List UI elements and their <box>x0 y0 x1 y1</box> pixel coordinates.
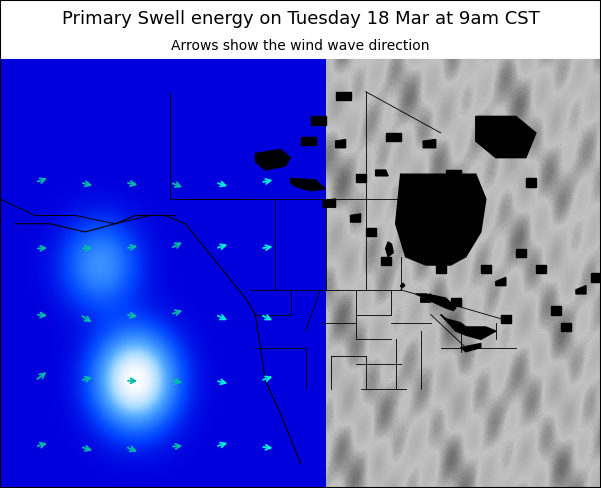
Polygon shape <box>386 242 393 257</box>
Polygon shape <box>406 224 416 232</box>
Polygon shape <box>416 294 456 310</box>
Polygon shape <box>365 228 376 236</box>
Polygon shape <box>446 170 461 178</box>
Polygon shape <box>335 92 350 100</box>
Polygon shape <box>395 174 486 265</box>
Polygon shape <box>255 149 290 170</box>
Polygon shape <box>386 133 401 141</box>
Polygon shape <box>561 323 571 331</box>
Polygon shape <box>496 277 506 285</box>
Polygon shape <box>311 116 326 124</box>
Polygon shape <box>451 298 461 306</box>
Polygon shape <box>410 240 421 248</box>
Polygon shape <box>423 140 436 148</box>
Polygon shape <box>380 257 391 265</box>
Polygon shape <box>290 178 326 191</box>
Polygon shape <box>576 285 586 294</box>
Polygon shape <box>441 315 496 339</box>
Polygon shape <box>481 265 491 273</box>
Polygon shape <box>536 265 546 273</box>
Polygon shape <box>476 116 536 158</box>
Polygon shape <box>356 174 365 183</box>
Polygon shape <box>501 315 511 323</box>
Polygon shape <box>516 248 526 257</box>
Polygon shape <box>493 137 506 145</box>
Polygon shape <box>421 294 431 302</box>
Polygon shape <box>436 265 446 273</box>
Polygon shape <box>401 195 410 203</box>
Polygon shape <box>401 283 404 288</box>
Polygon shape <box>376 170 388 176</box>
Polygon shape <box>466 224 476 236</box>
Text: Arrows show the wind wave direction: Arrows show the wind wave direction <box>171 39 430 53</box>
Polygon shape <box>461 344 481 352</box>
Polygon shape <box>350 214 361 222</box>
Polygon shape <box>551 306 561 315</box>
Polygon shape <box>526 178 536 186</box>
Polygon shape <box>335 140 346 148</box>
Polygon shape <box>591 273 601 282</box>
Text: Primary Swell energy on Tuesday 18 Mar at 9am CST: Primary Swell energy on Tuesday 18 Mar a… <box>62 10 539 28</box>
Polygon shape <box>486 129 501 137</box>
Polygon shape <box>300 137 316 145</box>
Polygon shape <box>323 199 335 207</box>
